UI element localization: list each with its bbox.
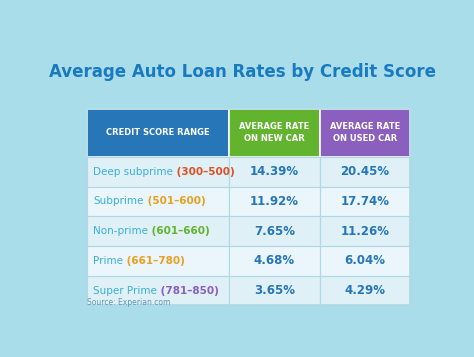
FancyBboxPatch shape [87, 157, 229, 187]
FancyBboxPatch shape [87, 109, 229, 157]
Text: Average Auto Loan Rates by Credit Score: Average Auto Loan Rates by Credit Score [49, 63, 437, 81]
Text: AVERAGE RATE
ON USED CAR: AVERAGE RATE ON USED CAR [330, 122, 400, 143]
FancyBboxPatch shape [319, 187, 410, 216]
Text: 4.29%: 4.29% [344, 284, 385, 297]
Text: AVERAGE RATE
ON NEW CAR: AVERAGE RATE ON NEW CAR [239, 122, 310, 143]
Text: 20.45%: 20.45% [340, 165, 389, 178]
Text: Subprime: Subprime [93, 196, 144, 206]
FancyBboxPatch shape [87, 246, 229, 276]
FancyBboxPatch shape [87, 187, 229, 216]
Text: 3.65%: 3.65% [254, 284, 295, 297]
FancyBboxPatch shape [87, 216, 229, 246]
Text: 17.74%: 17.74% [340, 195, 389, 208]
Text: 7.65%: 7.65% [254, 225, 295, 238]
FancyBboxPatch shape [229, 187, 319, 216]
Text: (501–600): (501–600) [144, 196, 206, 206]
Text: 14.39%: 14.39% [250, 165, 299, 178]
Text: Prime: Prime [93, 256, 123, 266]
FancyBboxPatch shape [229, 157, 319, 187]
Text: (300–500): (300–500) [173, 167, 235, 177]
Text: (781–850): (781–850) [157, 286, 219, 296]
Text: 11.92%: 11.92% [250, 195, 299, 208]
FancyBboxPatch shape [319, 276, 410, 305]
Text: 11.26%: 11.26% [340, 225, 389, 238]
Text: 6.04%: 6.04% [344, 254, 385, 267]
Text: CREDIT SCORE RANGE: CREDIT SCORE RANGE [106, 129, 210, 137]
Text: (661–780): (661–780) [123, 256, 185, 266]
Text: Source: Experian.com: Source: Experian.com [87, 298, 170, 307]
FancyBboxPatch shape [319, 246, 410, 276]
Text: Non-prime: Non-prime [93, 226, 148, 236]
FancyBboxPatch shape [229, 246, 319, 276]
FancyBboxPatch shape [319, 109, 410, 157]
FancyBboxPatch shape [319, 157, 410, 187]
FancyBboxPatch shape [229, 109, 319, 157]
Text: Super Prime: Super Prime [93, 286, 157, 296]
Text: (601–660): (601–660) [148, 226, 210, 236]
Text: 4.68%: 4.68% [254, 254, 295, 267]
FancyBboxPatch shape [319, 216, 410, 246]
Text: Deep subprime: Deep subprime [93, 167, 173, 177]
FancyBboxPatch shape [229, 216, 319, 246]
FancyBboxPatch shape [229, 276, 319, 305]
FancyBboxPatch shape [87, 276, 229, 305]
